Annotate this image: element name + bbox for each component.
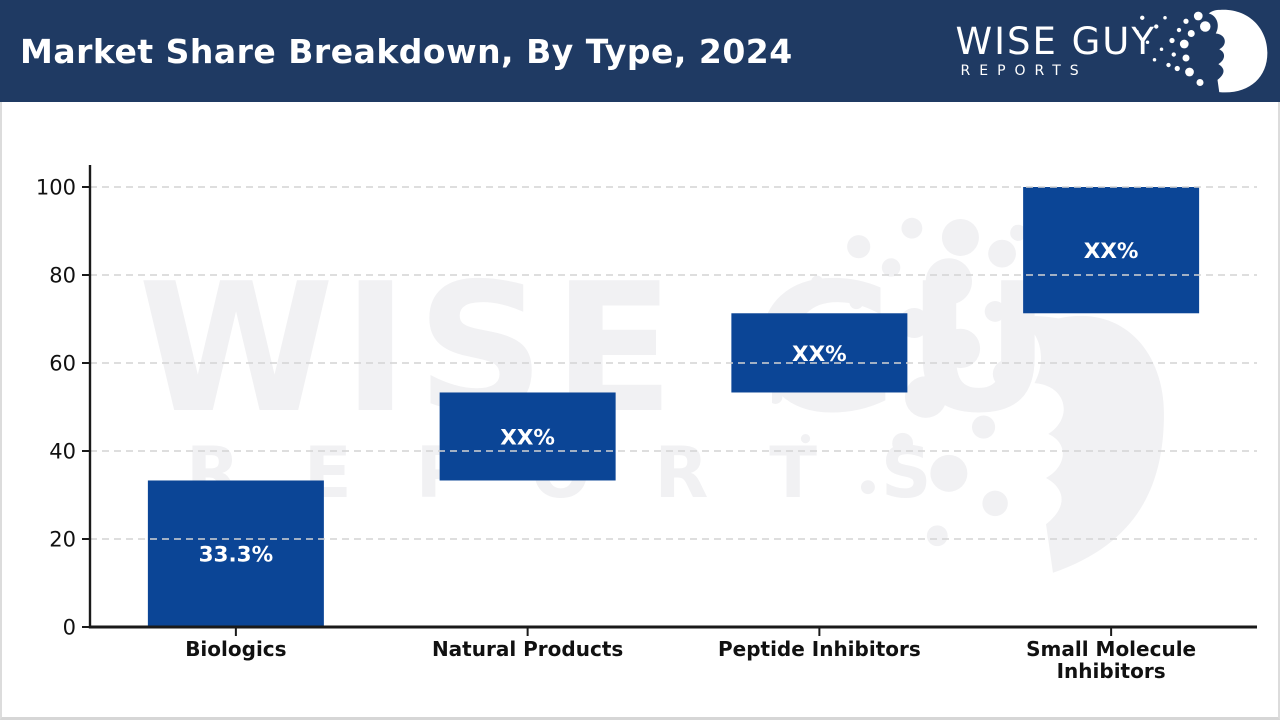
bar-segment-1 (439, 392, 616, 481)
bar-segment-3 (1023, 187, 1200, 314)
x-category-label-2: Peptide Inhibitors (718, 637, 921, 661)
logo-text: WISE GUY REPORTS (956, 23, 1156, 79)
logo-name: WISE GUY (955, 20, 1156, 63)
bar-segment-0 (147, 480, 324, 627)
y-tick-label-20: 20 (49, 528, 76, 552)
chart-svg: 0 20 40 60 80 100 Biologics 33.3% Natural Produc… (36, 165, 1257, 683)
y-tick-label-60: 60 (49, 352, 76, 376)
bar-value-label-3: XX% (1084, 239, 1139, 264)
bar-value-label-2: XX% (792, 342, 847, 367)
x-category-label-1: Natural Products (432, 637, 623, 661)
wiseguy-face-icon (1135, 9, 1268, 93)
y-tick-label-0: 0 (63, 616, 76, 640)
page-title: Market Share Breakdown, By Type, 2024 (20, 31, 793, 71)
bar-segment-2 (731, 313, 908, 393)
chart-canvas: WISE GU REPORTS (0, 102, 1280, 720)
bar-value-label-1: XX% (500, 425, 555, 450)
wiseguy-logo: WISE GUY REPORTS (956, 5, 1270, 97)
bar-value-label-0: 33.3% (199, 543, 274, 568)
header: Market Share Breakdown, By Type, 2024 WI… (0, 0, 1280, 102)
logo-subtitle: REPORTS (960, 63, 1088, 79)
x-category-label-0: Biologics (185, 637, 286, 661)
y-tick-label-100: 100 (36, 176, 76, 200)
x-category-label-3: Small Molecule Inhibitors (1026, 637, 1196, 683)
y-tick-label-80: 80 (49, 264, 76, 288)
y-tick-label-40: 40 (49, 440, 76, 464)
